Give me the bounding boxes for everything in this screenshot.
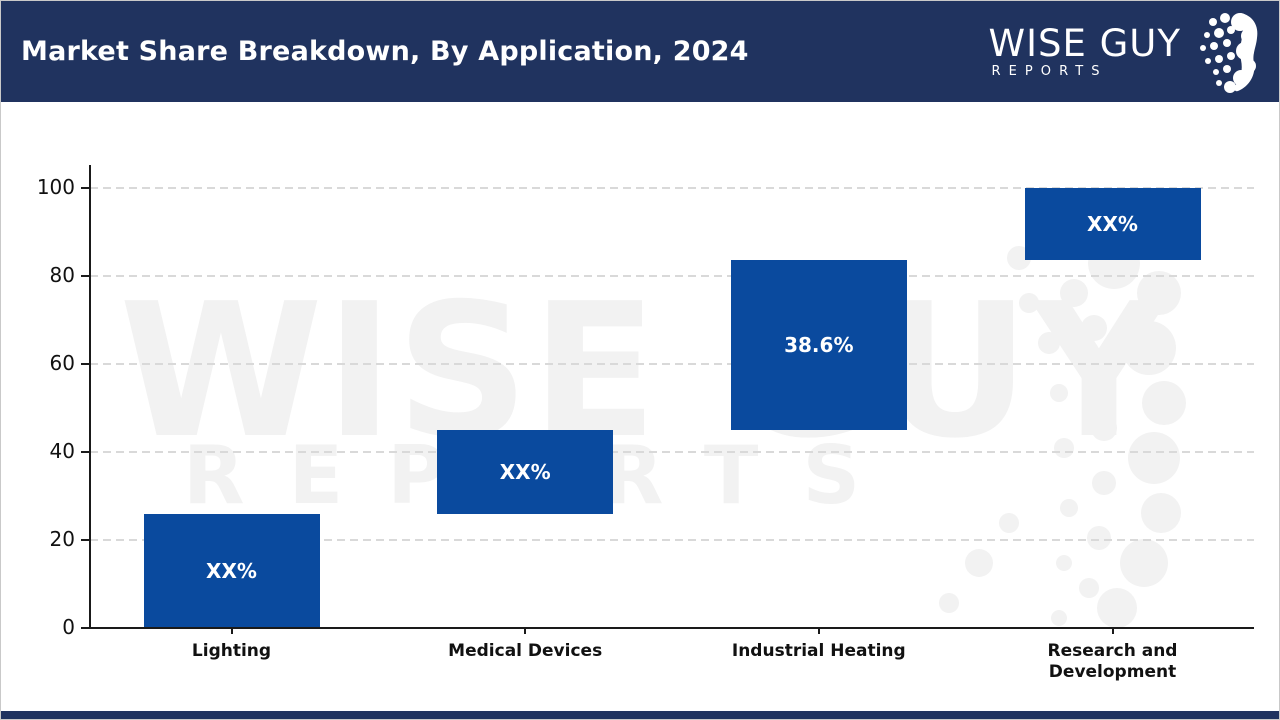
gridline [90, 187, 1254, 189]
gridline [90, 275, 1254, 277]
logo-reports-text: REPORTS [991, 63, 1108, 79]
y-tick-mark [81, 451, 89, 453]
bar: XX% [437, 430, 614, 514]
y-tick-mark [81, 363, 89, 365]
x-tick-mark [230, 628, 233, 634]
x-tick-label: Research and Development [1047, 641, 1178, 683]
x-tick-label: Industrial Heating [731, 641, 906, 661]
logo-wordmark: WISE GUY REPORTS [989, 25, 1181, 79]
x-axis-spine [86, 627, 1254, 629]
y-tick-label: 0 [62, 615, 75, 639]
x-tick-mark [524, 628, 527, 634]
header-bar: Market Share Breakdown, By Application, … [1, 1, 1279, 102]
x-tick-label: Medical Devices [448, 641, 603, 661]
x-tick-mark [817, 628, 820, 634]
y-tick-label: 100 [36, 175, 75, 199]
y-tick-label: 60 [49, 351, 75, 375]
y-tick-mark [81, 187, 89, 189]
bar-value-label: 38.6% [784, 333, 854, 358]
x-tick-mark [1111, 628, 1114, 634]
footer-bar [1, 711, 1279, 719]
gridline [90, 451, 1254, 453]
y-tick-mark [81, 627, 89, 629]
y-tick-label: 40 [49, 439, 75, 463]
watermark-head-icon [939, 227, 1186, 628]
bar: XX% [1024, 188, 1201, 261]
y-axis-spine [89, 165, 91, 629]
logo-wiseguy-text: WISE GUY [988, 21, 1181, 65]
bar-value-label: XX% [1087, 212, 1138, 237]
logo-head-icon [1200, 12, 1258, 93]
bar-value-label: XX% [206, 558, 257, 583]
y-tick-label: 80 [49, 263, 75, 287]
bar: XX% [143, 513, 320, 628]
x-tick-label: Lighting [191, 641, 272, 661]
y-tick-mark [81, 275, 89, 277]
gridline [90, 363, 1254, 365]
y-tick-label: 20 [49, 527, 75, 551]
watermark-wiseguy-text: WISE GUY [119, 263, 1168, 479]
gridline [90, 539, 1254, 541]
logo-lockup: WISE GUY REPORTS [989, 8, 1261, 96]
bar: 38.6% [730, 260, 907, 430]
y-tick-mark [81, 539, 89, 541]
bar-value-label: XX% [499, 459, 551, 484]
page-title: Market Share Breakdown, By Application, … [21, 36, 749, 67]
